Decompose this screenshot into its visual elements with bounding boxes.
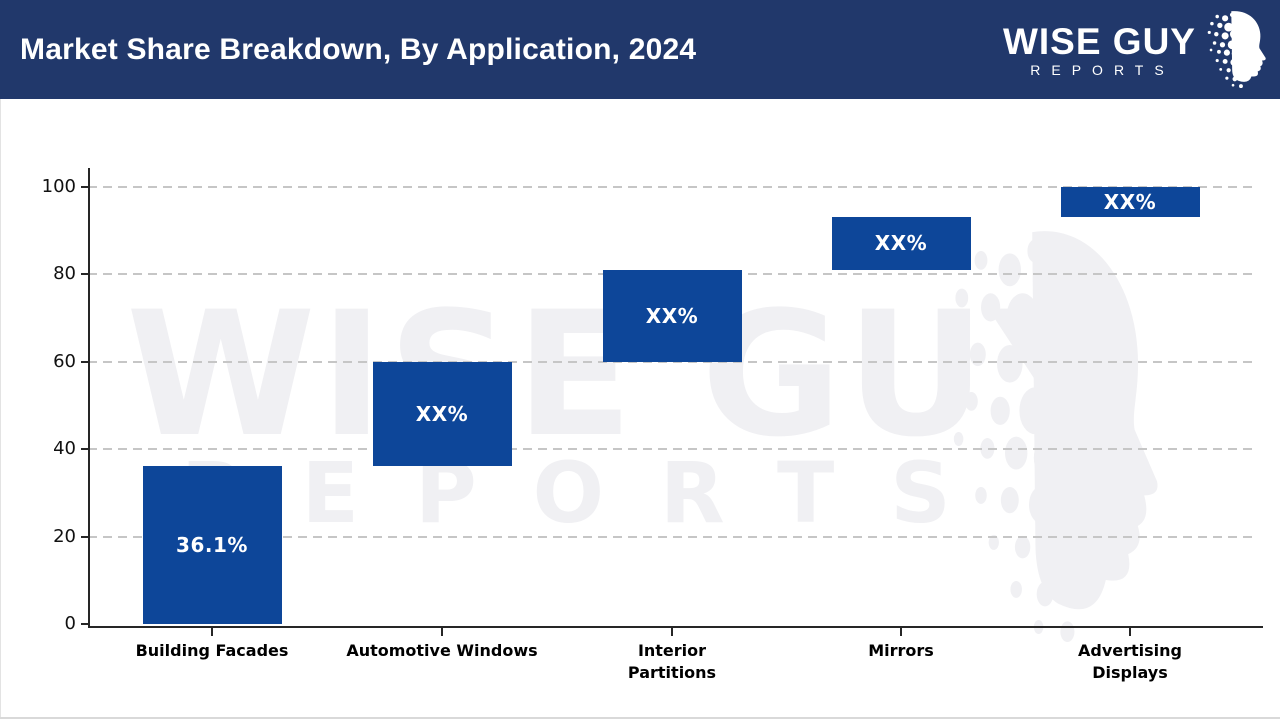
page-title: Market Share Breakdown, By Application, … (20, 32, 697, 66)
bar-value-label: XX% (874, 231, 928, 256)
logo-text: WISE GUY REPORTS (1003, 23, 1196, 78)
category-label-line: Displays (1092, 662, 1168, 682)
category-label-line: Partitions (627, 662, 717, 682)
x-tick-mark (211, 628, 213, 636)
category-label-line: Interior (637, 641, 707, 660)
bar-value-label: XX% (1103, 189, 1157, 214)
y-tick-mark (81, 185, 89, 188)
y-tick-mark (81, 360, 89, 363)
y-axis-line (88, 168, 90, 628)
y-tick-label: 60 (53, 350, 76, 372)
y-tick-mark (81, 623, 89, 625)
chart-area: WISE GUY REPORTS 0 20 40 60 80 100 36.1% XX% XX%… (0, 99, 1280, 718)
x-tick-mark (441, 628, 443, 636)
category-label-line: Building Facades (135, 641, 289, 660)
bar-segment: XX% (1060, 186, 1200, 218)
category-label: Building Facades (102, 640, 322, 662)
header-bar: Market Share Breakdown, By Application, … (0, 0, 1280, 99)
category-label: Mirrors (791, 640, 1011, 662)
wise-guy-reports-logo: WISE GUY REPORTS (1003, 4, 1270, 96)
category-label: Interior Partitions (562, 640, 782, 683)
watermark-subtitle: REPORTS (181, 444, 1007, 542)
x-tick-mark (671, 628, 673, 636)
y-gridline (88, 360, 1257, 363)
x-tick-mark (1129, 628, 1131, 636)
y-tick-label: 80 (53, 263, 76, 284)
y-tick-label: 40 (53, 438, 76, 459)
category-label-line: Advertising (1078, 641, 1182, 660)
y-gridline (88, 535, 1257, 538)
y-gridline (88, 185, 1257, 188)
bar-segment: XX% (831, 217, 971, 270)
x-tick-mark (900, 628, 902, 636)
bar-value-label: XX% (645, 303, 699, 328)
y-tick-label: 20 (53, 525, 76, 547)
y-tick-label: 100 (41, 175, 76, 197)
logo-subtitle: REPORTS (1030, 61, 1175, 78)
y-tick-label: 0 (64, 613, 76, 634)
category-label-line: Mirrors (868, 641, 934, 660)
x-axis-line (88, 626, 1263, 628)
category-label-line: Automotive Windows (346, 641, 538, 660)
bottom-divider (0, 717, 1280, 719)
category-label: Automotive Windows (332, 640, 552, 662)
bar-segment: XX% (602, 269, 742, 362)
y-tick-mark (81, 273, 89, 275)
bar-segment: XX% (372, 361, 512, 467)
category-label: Advertising Displays (1020, 640, 1240, 683)
bar-segment: 36.1% (142, 466, 282, 624)
bar-value-label: XX% (415, 401, 469, 426)
logo-wordmark: WISE GUY (1002, 20, 1196, 62)
y-tick-mark (81, 535, 89, 538)
bar-value-label: 36.1% (176, 533, 248, 558)
y-gridline (88, 448, 1257, 450)
y-tick-mark (81, 448, 89, 450)
